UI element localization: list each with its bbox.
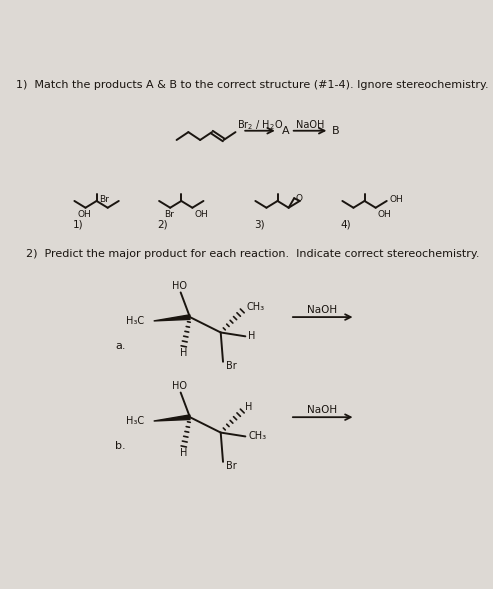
- Text: HO: HO: [172, 282, 187, 292]
- Text: Br: Br: [164, 210, 174, 219]
- Text: H: H: [180, 348, 187, 358]
- Text: OH: OH: [195, 210, 209, 219]
- Text: B: B: [332, 125, 340, 135]
- Text: Br: Br: [99, 195, 109, 204]
- Text: NaOH: NaOH: [307, 305, 337, 315]
- Text: A: A: [282, 125, 289, 135]
- Text: 2): 2): [158, 220, 168, 230]
- Text: HO: HO: [172, 382, 187, 391]
- Text: 1)  Match the products A & B to the correct structure (#1-4). Ignore stereochemi: 1) Match the products A & B to the corre…: [16, 80, 489, 90]
- Text: OH: OH: [77, 210, 91, 219]
- Text: Br: Br: [226, 461, 237, 471]
- Polygon shape: [154, 315, 190, 321]
- Text: H: H: [248, 332, 256, 342]
- Text: CH₃: CH₃: [246, 302, 264, 312]
- Text: O: O: [296, 194, 303, 203]
- Text: H₃C: H₃C: [126, 316, 143, 326]
- Text: Br: Br: [226, 362, 237, 371]
- Text: H: H: [246, 402, 253, 412]
- Text: b.: b.: [115, 441, 126, 451]
- Text: 1): 1): [73, 220, 83, 230]
- Text: OH: OH: [389, 195, 403, 204]
- Text: OH: OH: [378, 210, 392, 219]
- Polygon shape: [154, 415, 190, 421]
- Text: Br$_2$ / H$_2$O: Br$_2$ / H$_2$O: [237, 118, 283, 133]
- Text: 2)  Predict the major product for each reaction.  Indicate correct stereochemist: 2) Predict the major product for each re…: [26, 249, 479, 259]
- Text: NaOH: NaOH: [296, 120, 324, 130]
- Text: NaOH: NaOH: [307, 405, 337, 415]
- Text: CH₃: CH₃: [248, 431, 267, 441]
- Text: a.: a.: [115, 342, 126, 352]
- Text: H₃C: H₃C: [126, 416, 143, 426]
- Text: H: H: [180, 448, 187, 458]
- Text: 3): 3): [254, 220, 264, 230]
- Text: 4): 4): [341, 220, 352, 230]
